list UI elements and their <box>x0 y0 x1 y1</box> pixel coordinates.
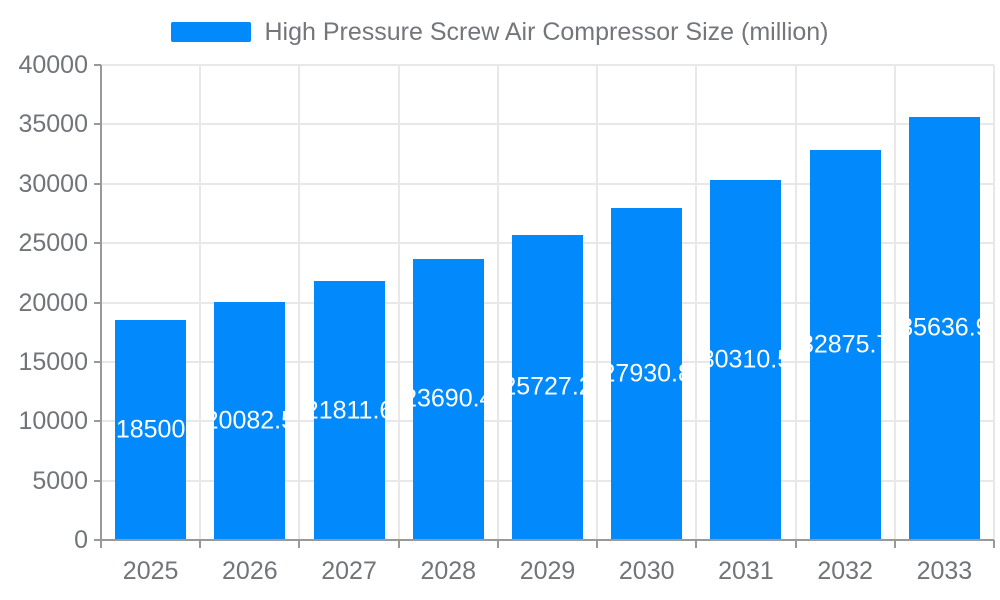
y-axis-tick-label: 5000 <box>32 466 88 495</box>
gridline-horizontal <box>101 182 994 185</box>
gridline-vertical <box>397 65 400 540</box>
x-axis-tick-label: 2030 <box>618 557 675 585</box>
gridline-vertical <box>893 65 896 540</box>
y-axis-tick <box>94 64 101 66</box>
bar-value-label: 25727.2 <box>512 372 583 401</box>
x-axis-tick <box>596 540 599 548</box>
bar-2028[interactable]: 23690.4 <box>412 258 484 540</box>
legend-swatch-icon <box>171 22 252 42</box>
y-axis-tick <box>94 479 101 482</box>
y-axis-line <box>100 65 102 540</box>
bar-value-label: 18500 <box>115 415 186 444</box>
legend-label: High Pressure Screw Air Compressor Size … <box>264 18 829 46</box>
x-axis-tick-label: 2029 <box>519 557 576 585</box>
x-axis-tick <box>100 540 102 548</box>
x-axis-tick <box>298 540 301 548</box>
gridline-vertical <box>199 65 202 540</box>
bar-value-label: 35636.9 <box>909 313 980 342</box>
x-axis-tick-label: 2025 <box>122 557 179 585</box>
x-axis-tick <box>794 540 797 548</box>
gridline-vertical <box>596 65 599 540</box>
gridline-vertical <box>695 65 698 540</box>
x-axis-tick <box>893 540 896 548</box>
x-axis-tick-label: 2027 <box>321 557 377 585</box>
bar-value-label: 32875.7 <box>810 330 881 359</box>
y-axis-tick <box>94 182 101 185</box>
x-axis-tick <box>496 540 499 548</box>
plot-area: 18500 20082.5 21811.6 23690.4 25727.2 27930.8… <box>101 64 995 540</box>
y-axis-tick-label: 10000 <box>18 407 88 436</box>
gridline-vertical <box>794 65 797 540</box>
x-axis-tick <box>695 540 698 548</box>
x-axis-tick-label: 2032 <box>817 557 873 585</box>
x-axis-tick <box>199 540 202 548</box>
bar-2027[interactable]: 21811.6 <box>313 281 385 540</box>
gridline-vertical <box>298 65 301 540</box>
y-axis-tick-label: 20000 <box>18 288 88 317</box>
bar-2032[interactable]: 32875.7 <box>809 149 881 540</box>
legend-item[interactable]: High Pressure Screw Air Compressor Size … <box>0 17 1000 47</box>
gridline-vertical <box>496 65 499 540</box>
bar-value-label: 20082.5 <box>214 406 285 435</box>
bar-value-label: 23690.4 <box>413 384 484 413</box>
y-axis-tick <box>94 539 101 541</box>
y-axis-tick-label: 0 <box>74 526 88 554</box>
y-axis-tick-label: 40000 <box>18 51 88 79</box>
bar-value-label: 21811.6 <box>314 396 385 424</box>
bar-2029[interactable]: 25727.2 <box>512 234 583 540</box>
gridline-vertical <box>993 65 995 540</box>
gridline-horizontal <box>101 123 994 126</box>
y-axis-tick <box>94 360 101 363</box>
y-axis-tick-label: 15000 <box>18 347 88 376</box>
x-axis-tick-label: 2028 <box>420 557 477 585</box>
bar-2033[interactable]: 35636.9 <box>908 116 980 540</box>
y-axis-tick <box>94 301 101 304</box>
x-axis-line <box>95 539 994 541</box>
y-axis-tick <box>94 123 101 126</box>
bar-2025[interactable]: 18500 <box>115 320 187 540</box>
y-axis-tick <box>94 420 101 423</box>
x-axis-tick <box>993 540 995 548</box>
bar-2026[interactable]: 20082.5 <box>214 301 286 540</box>
x-axis-tick <box>397 540 400 548</box>
y-axis-tick <box>94 242 101 245</box>
x-axis-tick-label: 2026 <box>222 557 278 585</box>
y-axis-tick-label: 30000 <box>18 169 88 198</box>
bar-2031[interactable]: 30310.5 <box>710 180 782 540</box>
x-axis-tick-label: 2031 <box>718 557 774 585</box>
gridline-horizontal <box>101 64 994 66</box>
x-axis-tick-label: 2033 <box>916 557 973 585</box>
y-axis-tick-label: 35000 <box>18 110 88 139</box>
y-axis-tick-label: 25000 <box>18 229 88 258</box>
bar-value-label: 27930.8 <box>611 359 682 388</box>
bar-value-label: 30310.5 <box>710 345 781 374</box>
bar-2030[interactable]: 27930.8 <box>611 208 683 540</box>
